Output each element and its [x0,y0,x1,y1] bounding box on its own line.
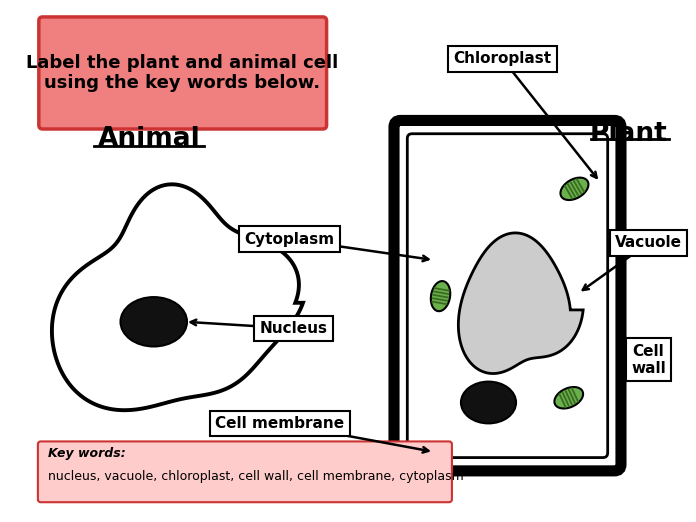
FancyBboxPatch shape [394,121,621,471]
Text: Plant: Plant [590,121,667,147]
Text: Key words:: Key words: [48,447,126,460]
Text: Label the plant and animal cell
using the key words below.: Label the plant and animal cell using th… [26,54,338,92]
Polygon shape [555,387,583,409]
Text: Cytoplasm: Cytoplasm [244,232,335,247]
Text: Cell
wall: Cell wall [631,343,666,376]
FancyBboxPatch shape [407,134,608,458]
FancyBboxPatch shape [38,442,452,502]
Polygon shape [431,281,450,311]
Polygon shape [459,233,583,374]
Text: nucleus, vacuole, chloroplast, cell wall, cell membrane, cytoplasm: nucleus, vacuole, chloroplast, cell wall… [48,470,464,483]
Text: Chloroplast: Chloroplast [453,51,551,66]
Text: Vacuole: Vacuole [615,235,682,251]
Text: Cell membrane: Cell membrane [216,416,345,431]
Polygon shape [560,177,588,200]
Ellipse shape [120,297,187,347]
FancyBboxPatch shape [39,17,326,129]
Text: Nucleus: Nucleus [260,321,327,336]
Text: Animal: Animal [97,126,200,152]
Polygon shape [52,184,303,410]
Ellipse shape [461,382,516,423]
